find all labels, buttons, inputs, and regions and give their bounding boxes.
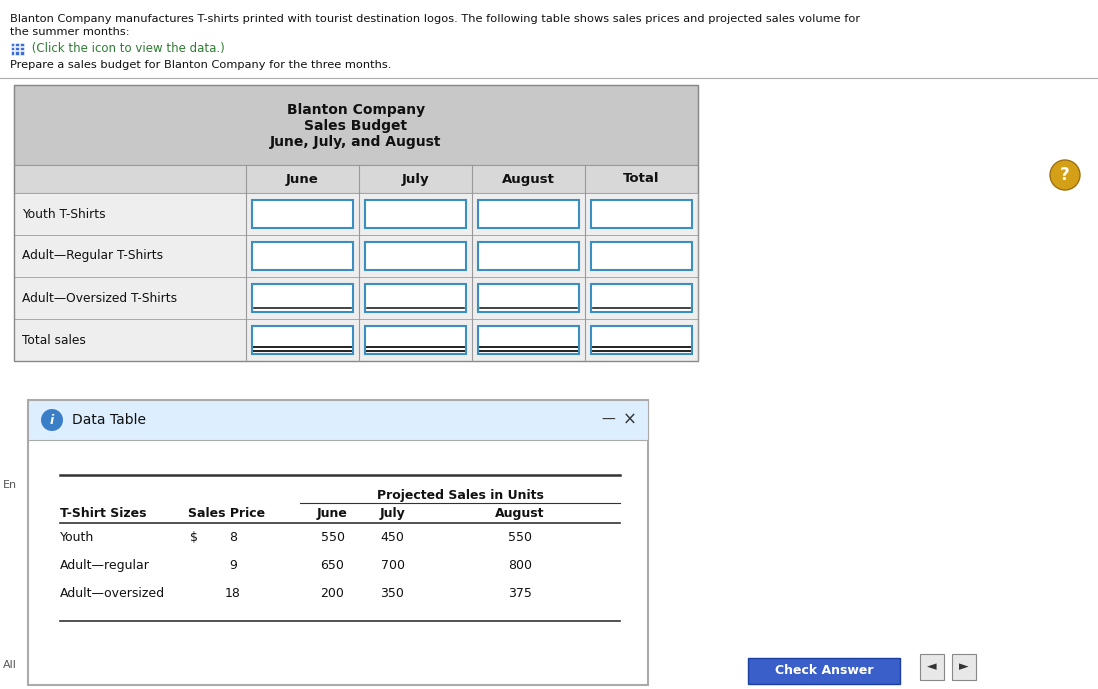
Bar <box>20 47 23 50</box>
Text: 200: 200 <box>321 587 345 600</box>
Bar <box>29 400 648 440</box>
Text: Total: Total <box>624 172 660 185</box>
Bar <box>952 654 976 680</box>
Text: Sales Price: Sales Price <box>188 507 265 520</box>
Text: En: En <box>3 480 18 490</box>
Text: Adult—regular: Adult—regular <box>60 559 149 572</box>
Bar <box>478 200 579 228</box>
Text: ?: ? <box>1061 166 1069 184</box>
Text: 375: 375 <box>508 587 531 600</box>
Bar <box>14 319 698 361</box>
Text: 550: 550 <box>321 531 345 544</box>
Text: Prepare a sales budget for Blanton Company for the three months.: Prepare a sales budget for Blanton Compa… <box>10 60 391 70</box>
Bar <box>20 51 23 54</box>
Bar <box>29 400 648 685</box>
Text: —: — <box>601 413 615 427</box>
Text: T-Shirt Sizes: T-Shirt Sizes <box>60 507 146 520</box>
Bar <box>11 51 14 54</box>
Text: All: All <box>3 660 16 670</box>
Text: the summer months:: the summer months: <box>10 27 130 37</box>
Text: Adult—Oversized T-Shirts: Adult—Oversized T-Shirts <box>22 291 177 305</box>
Text: $: $ <box>190 531 198 544</box>
Text: Blanton Company: Blanton Company <box>287 103 425 117</box>
Bar <box>15 43 19 46</box>
Text: June: June <box>317 507 348 520</box>
Text: Total sales: Total sales <box>22 333 86 347</box>
Bar <box>20 43 23 46</box>
Bar <box>253 242 352 270</box>
Circle shape <box>1050 160 1080 190</box>
Text: 700: 700 <box>381 559 404 572</box>
Text: ×: × <box>623 411 637 429</box>
Bar <box>14 277 698 319</box>
Bar <box>365 200 466 228</box>
Text: i: i <box>49 413 54 426</box>
Text: 350: 350 <box>381 587 404 600</box>
Text: Blanton Company manufactures T-shirts printed with tourist destination logos. Th: Blanton Company manufactures T-shirts pr… <box>10 14 860 24</box>
Bar <box>14 85 698 361</box>
Circle shape <box>41 409 63 431</box>
Bar <box>14 85 698 165</box>
Text: Youth: Youth <box>60 531 94 544</box>
Bar <box>253 284 352 312</box>
Text: July: July <box>380 507 405 520</box>
Text: Adult—Regular T-Shirts: Adult—Regular T-Shirts <box>22 249 164 263</box>
Bar <box>14 235 698 277</box>
Bar <box>253 200 352 228</box>
Text: ►: ► <box>960 661 968 674</box>
Bar <box>478 242 579 270</box>
Text: June, July, and August: June, July, and August <box>270 135 441 149</box>
Bar <box>253 326 352 354</box>
Bar <box>365 242 466 270</box>
Text: (Click the icon to view the data.): (Click the icon to view the data.) <box>29 42 225 55</box>
Bar <box>591 242 692 270</box>
Bar <box>591 200 692 228</box>
Bar <box>748 658 900 684</box>
Bar <box>478 284 579 312</box>
Bar <box>478 326 579 354</box>
Text: June: June <box>287 172 318 185</box>
Text: July: July <box>402 172 429 185</box>
Text: Adult—oversized: Adult—oversized <box>60 587 165 600</box>
Bar <box>365 326 466 354</box>
Text: Youth T-Shirts: Youth T-Shirts <box>22 207 105 220</box>
Text: August: August <box>495 507 545 520</box>
Text: 800: 800 <box>508 559 533 572</box>
Text: Projected Sales in Units: Projected Sales in Units <box>377 489 544 502</box>
Bar <box>14 193 698 235</box>
Bar <box>591 326 692 354</box>
Text: Data Table: Data Table <box>72 413 146 427</box>
Bar <box>11 43 14 46</box>
Bar <box>14 165 698 193</box>
Text: 8: 8 <box>229 531 237 544</box>
Text: 18: 18 <box>225 587 240 600</box>
Text: Check Answer: Check Answer <box>775 664 873 677</box>
Text: 450: 450 <box>381 531 404 544</box>
Text: 550: 550 <box>508 531 533 544</box>
Text: ◄: ◄ <box>927 661 937 674</box>
Text: August: August <box>502 172 554 185</box>
Bar <box>15 51 19 54</box>
Text: 650: 650 <box>321 559 345 572</box>
Text: 9: 9 <box>229 559 237 572</box>
Bar <box>365 284 466 312</box>
Bar <box>591 284 692 312</box>
Bar <box>920 654 944 680</box>
Bar <box>11 47 14 50</box>
Bar <box>15 47 19 50</box>
Text: Sales Budget: Sales Budget <box>304 119 407 133</box>
